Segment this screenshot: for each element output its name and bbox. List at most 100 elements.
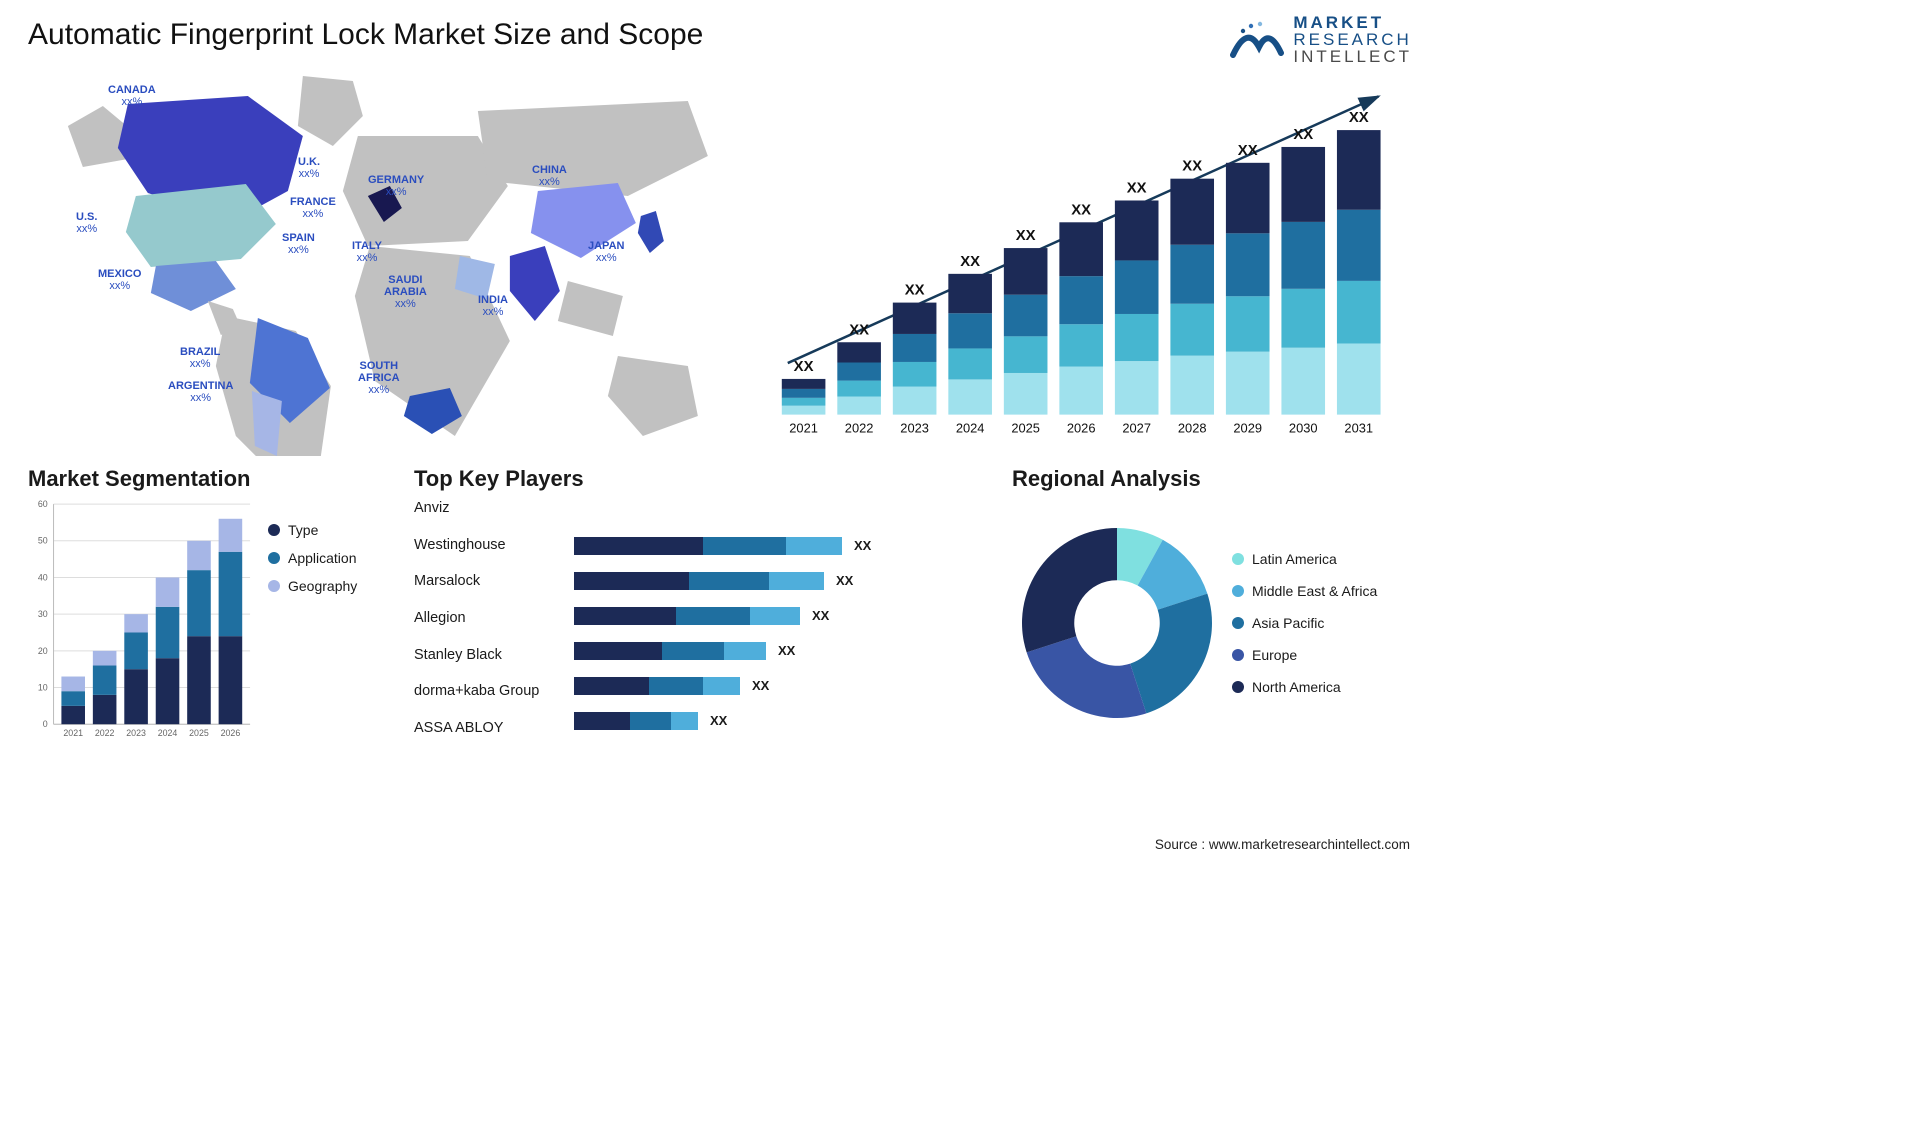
map-label-saudiarabia: SAUDIARABIAxx% [384, 274, 427, 310]
seg-bar [187, 570, 211, 636]
growth-value-label: XX [1182, 159, 1202, 175]
growth-bar [1115, 361, 1159, 415]
map-label-uk: U.K.xx% [298, 156, 320, 180]
seg-bar [187, 541, 211, 570]
svg-text:50: 50 [38, 536, 48, 546]
growth-year-label: 2024 [956, 420, 985, 435]
regional-title: Regional Analysis [1012, 466, 1412, 492]
seg-bar [124, 632, 148, 669]
growth-bar [1170, 356, 1214, 415]
growth-value-label: XX [1126, 181, 1146, 197]
svg-text:10: 10 [38, 682, 48, 692]
growth-value-label: XX [904, 283, 924, 299]
player-bar [574, 572, 824, 590]
map-label-mexico: MEXICOxx% [98, 268, 141, 292]
growth-bar [1115, 314, 1159, 361]
svg-text:0: 0 [43, 719, 48, 729]
growth-year-label: 2030 [1289, 420, 1318, 435]
map-label-argentina: ARGENTINAxx% [168, 380, 233, 404]
growth-year-label: 2021 [789, 420, 818, 435]
segmentation-title: Market Segmentation [28, 466, 388, 492]
map-region-russia [478, 101, 708, 196]
map-label-china: CHINAxx% [532, 164, 567, 188]
player-name: Allegion [414, 610, 564, 626]
growth-year-label: 2029 [1233, 420, 1262, 435]
growth-bar [837, 397, 881, 415]
growth-bar-chart: XX2021XX2022XX2023XX2024XX2025XX2026XX20… [758, 56, 1412, 456]
growth-bar [1337, 130, 1381, 210]
player-value: XX [812, 608, 829, 623]
growth-bar [893, 303, 937, 334]
player-bar [574, 642, 766, 660]
map-region-mexico [151, 261, 236, 311]
growth-bar [1059, 276, 1103, 324]
map-region-us [126, 184, 276, 267]
map-region-argentina [252, 391, 282, 456]
growth-value-label: XX [1071, 202, 1091, 218]
regional-legend-item: Europe [1232, 647, 1412, 663]
map-region-india [510, 246, 560, 321]
svg-text:2022: 2022 [95, 728, 115, 738]
svg-text:2021: 2021 [63, 728, 83, 738]
map-label-spain: SPAINxx% [282, 232, 315, 256]
seg-bar [156, 658, 180, 724]
growth-bar [948, 274, 992, 313]
growth-bar [1170, 304, 1214, 356]
growth-bar [893, 387, 937, 415]
players-name-list: AnvizWestinghouseMarsalockAllegionStanle… [414, 498, 564, 748]
seg-bar [61, 691, 85, 706]
player-name: dorma+kaba Group [414, 683, 564, 699]
map-label-brazil: BRAZILxx% [180, 346, 220, 370]
segmentation-panel: Market Segmentation 01020304050602021202… [28, 466, 388, 756]
seg-legend-item: Type [268, 522, 388, 538]
growth-bar [1059, 324, 1103, 366]
seg-legend-item: Application [268, 550, 388, 566]
growth-bar [1059, 222, 1103, 276]
growth-bar [948, 348, 992, 379]
growth-bar [893, 362, 937, 387]
player-name: Stanley Black [414, 647, 564, 663]
player-name: Marsalock [414, 573, 564, 589]
regional-legend-item: Latin America [1232, 551, 1412, 567]
svg-text:20: 20 [38, 646, 48, 656]
seg-bar [93, 695, 117, 724]
seg-bar [187, 636, 211, 724]
svg-text:30: 30 [38, 609, 48, 619]
growth-bar [1004, 373, 1048, 415]
svg-text:2026: 2026 [221, 728, 241, 738]
growth-bar [782, 389, 826, 398]
seg-bar [124, 669, 148, 724]
seg-bar [156, 577, 180, 606]
growth-bar [1226, 352, 1270, 415]
player-name: Westinghouse [414, 537, 564, 553]
growth-value-label: XX [960, 254, 980, 270]
svg-text:2025: 2025 [189, 728, 209, 738]
growth-year-label: 2031 [1344, 420, 1373, 435]
growth-year-label: 2027 [1122, 420, 1151, 435]
regional-legend-item: North America [1232, 679, 1412, 695]
growth-bar [837, 342, 881, 362]
player-bar [574, 537, 842, 555]
player-name: ASSA ABLOY [414, 720, 564, 736]
growth-year-label: 2028 [1178, 420, 1207, 435]
map-label-japan: JAPANxx% [588, 240, 624, 264]
logo-line1: MARKET [1293, 14, 1412, 31]
seg-bar [93, 651, 117, 666]
donut-slice [1130, 594, 1212, 714]
regional-legend-item: Middle East & Africa [1232, 583, 1412, 599]
growth-value-label: XX [793, 359, 813, 375]
growth-bar [782, 406, 826, 415]
growth-bar [1004, 336, 1048, 373]
player-value: XX [778, 643, 795, 658]
growth-bar [1226, 296, 1270, 351]
regional-legend: Latin America Middle East & Africa Asia Pa… [1232, 551, 1412, 695]
growth-bar [1004, 248, 1048, 295]
regional-legend-item: Asia Pacific [1232, 615, 1412, 631]
seg-bar [61, 706, 85, 724]
regional-donut [1012, 518, 1222, 728]
growth-bar [1115, 200, 1159, 260]
map-region-australia [608, 356, 698, 436]
players-bar-chart: XXXXXXXXXXXX [574, 498, 986, 748]
segmentation-legend: TypeApplicationGeography [268, 498, 388, 748]
seg-bar [219, 636, 243, 724]
